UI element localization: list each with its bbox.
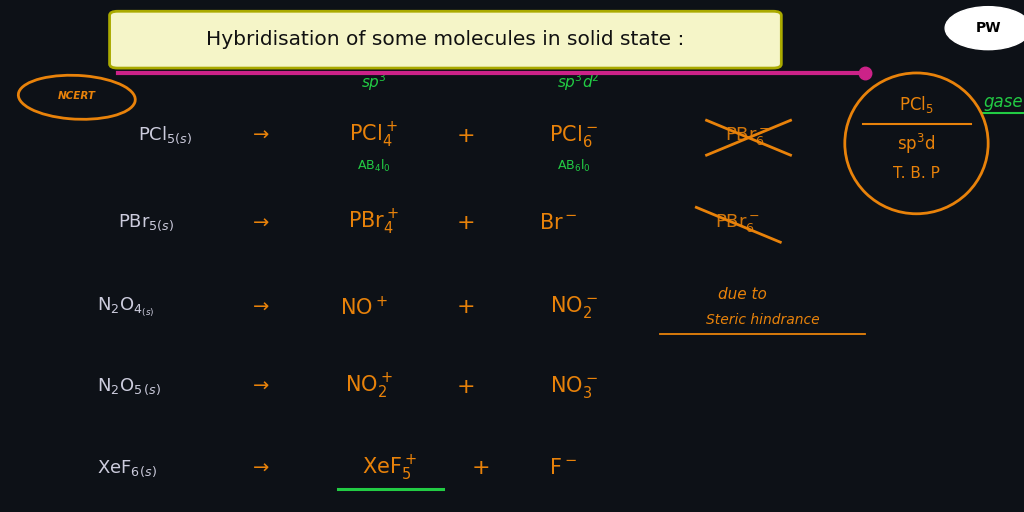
Text: NO$_2^-$: NO$_2^-$ [550,294,597,320]
Text: PW: PW [976,21,1000,35]
Text: N$_2$O$_{5\,(s)}$: N$_2$O$_{5\,(s)}$ [97,376,161,397]
Text: →: → [253,213,269,232]
Text: NO$_2^+$: NO$_2^+$ [345,372,392,401]
Text: +: + [457,212,475,233]
Text: Steric hindrance: Steric hindrance [707,313,819,327]
Text: due to: due to [718,287,767,302]
Text: AB$_6$l$_0$: AB$_6$l$_0$ [557,158,590,175]
Text: XeF$_6$$_{(s)}$: XeF$_6$$_{(s)}$ [97,458,158,479]
Text: →: → [253,297,269,317]
Text: Hybridisation of some molecules in solid state :: Hybridisation of some molecules in solid… [206,30,685,49]
Text: F$^-$: F$^-$ [549,458,578,479]
Text: XeF$_5^+$: XeF$_5^+$ [361,454,417,483]
Text: T. B. P: T. B. P [893,165,940,181]
Text: sp$^3$: sp$^3$ [360,71,387,93]
Text: →: → [253,377,269,396]
Text: sp$^3$d$^2$: sp$^3$d$^2$ [557,71,600,93]
Text: NO$_3^-$: NO$_3^-$ [550,374,597,399]
Text: sp$^3$d: sp$^3$d [897,132,936,157]
Text: PBr$_4^+$: PBr$_4^+$ [348,208,399,238]
Text: +: + [472,458,490,479]
Text: +: + [457,376,475,397]
Text: PCl$_5$: PCl$_5$ [899,94,934,116]
Text: NO$^+$: NO$^+$ [340,295,387,319]
Text: PBr$_{5(s)}$: PBr$_{5(s)}$ [118,212,174,233]
Text: AB$_4$l$_0$: AB$_4$l$_0$ [357,158,390,175]
Text: PCl$_4^+$: PCl$_4^+$ [349,121,398,151]
Text: PCl$_{5(s)}$: PCl$_{5(s)}$ [138,125,193,146]
Circle shape [945,7,1024,50]
Text: +: + [457,125,475,146]
Text: gase: gase [983,93,1023,112]
FancyBboxPatch shape [110,11,781,68]
Text: PCl$_6^-$: PCl$_6^-$ [549,123,598,148]
Text: N$_2$O$_{4_{(s)}}$: N$_2$O$_{4_{(s)}}$ [97,295,155,319]
Text: →: → [253,126,269,145]
Text: +: + [457,297,475,317]
Text: PBr$_6^-$: PBr$_6^-$ [725,125,770,146]
Text: PBr$_6^-$: PBr$_6^-$ [715,212,760,233]
Text: →: → [253,459,269,478]
Text: NCERT: NCERT [57,91,96,101]
Text: Br$^-$: Br$^-$ [539,212,578,233]
